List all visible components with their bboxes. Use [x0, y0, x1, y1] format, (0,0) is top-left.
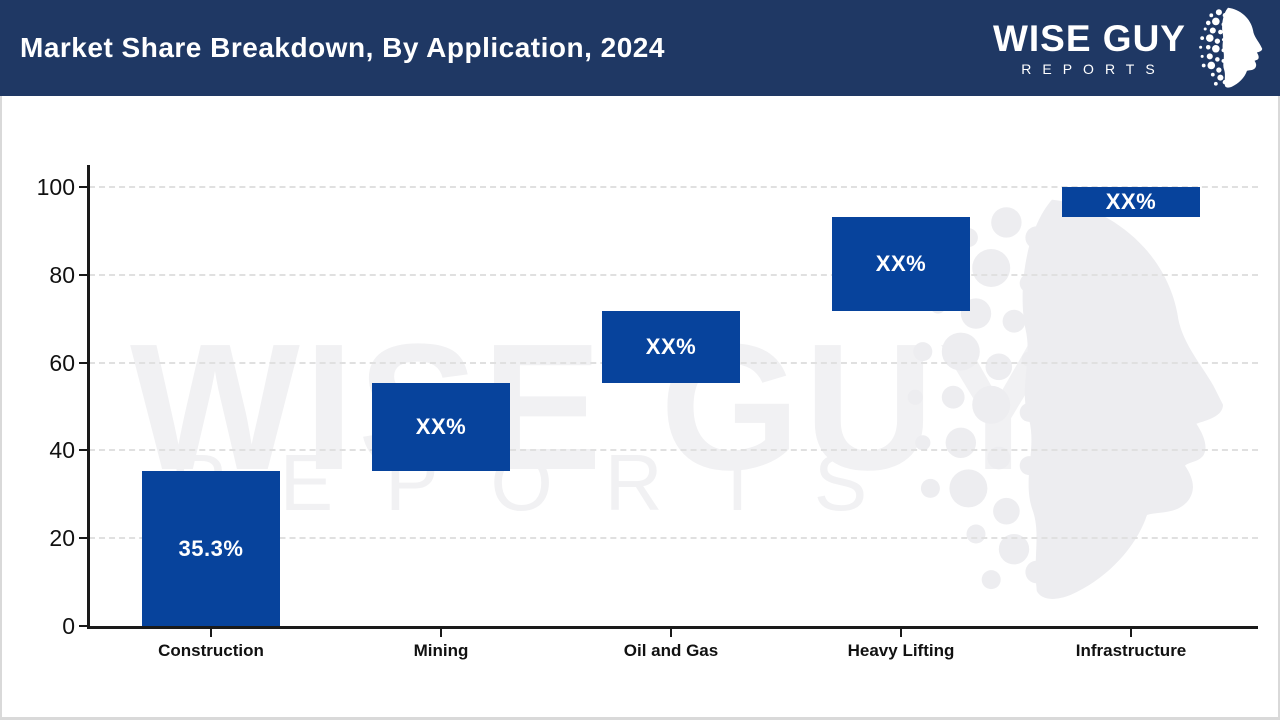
x-label-2: Oil and Gas — [623, 641, 719, 660]
bar-heavy-lifting: XX% — [832, 217, 970, 311]
logo-text: WISE GUY REPORTS — [992, 17, 1186, 77]
y-tick-label-40: 40 — [49, 437, 75, 463]
y-tick-80 — [79, 274, 87, 276]
x-label-3: Heavy Lifting — [847, 641, 955, 660]
x-tick-1 — [440, 629, 442, 637]
y-tick-label-100: 100 — [36, 174, 75, 200]
y-tick-label-80: 80 — [49, 262, 75, 288]
bar-value-label: XX% — [645, 334, 697, 359]
y-tick-40 — [79, 449, 87, 451]
y-tick-100 — [79, 186, 87, 188]
y-tick-label-20: 20 — [49, 525, 75, 551]
y-tick-label-60: 60 — [49, 350, 75, 376]
y-tick-60 — [79, 362, 87, 364]
header-bar: Market Share Breakdown, By Application, … — [0, 0, 1280, 96]
bar-value-label: XX% — [875, 251, 927, 276]
x-axis — [87, 626, 1258, 629]
x-label-0: Construction — [158, 641, 264, 660]
y-axis — [87, 165, 90, 629]
logo-wordmark: WISE GUY — [992, 17, 1186, 59]
bar-value-label: 35.3% — [178, 535, 244, 561]
bar-mining: XX% — [372, 383, 510, 471]
x-tick-0 — [210, 629, 212, 637]
bar-value-label: XX% — [415, 414, 467, 439]
gridline-100 — [89, 186, 1258, 188]
bar-value-label: XX% — [1105, 189, 1157, 214]
bar-construction: 35.3% — [142, 471, 280, 626]
logo-face-icon — [1199, 7, 1263, 88]
gridline-80 — [89, 274, 1258, 276]
x-tick-4 — [1130, 629, 1132, 637]
gridline-40 — [89, 449, 1258, 451]
x-tick-2 — [670, 629, 672, 637]
watermark-subtitle: REPORTS — [170, 438, 920, 527]
watermark-wordmark: WISE GUY — [130, 307, 1063, 508]
wise-guy-logo: WISE GUY REPORTS — [993, 4, 1266, 92]
x-label-1: Mining — [413, 641, 469, 660]
bar-infrastructure: XX% — [1062, 187, 1200, 217]
x-tick-3 — [900, 629, 902, 637]
logo-subtitle: REPORTS — [1021, 60, 1166, 77]
y-tick-0 — [79, 625, 87, 627]
bar-oil-and-gas: XX% — [602, 311, 740, 383]
x-label-4: Infrastructure — [1075, 641, 1187, 660]
page-title: Market Share Breakdown, By Application, … — [20, 32, 665, 63]
gridline-20 — [89, 537, 1258, 539]
y-tick-label-0: 0 — [62, 613, 75, 639]
y-tick-20 — [79, 537, 87, 539]
